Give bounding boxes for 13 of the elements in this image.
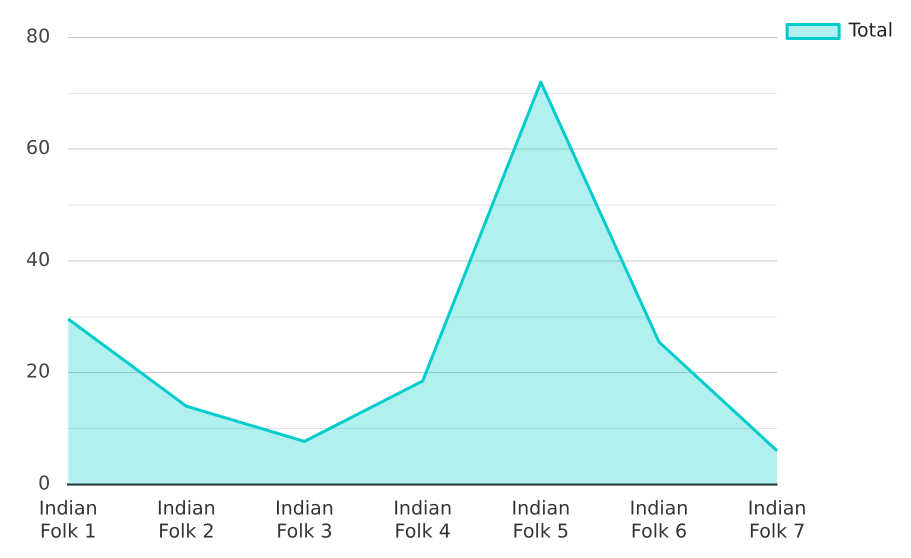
x-tick-label: Indian Folk 2 bbox=[157, 498, 216, 543]
x-tick-label: Indian Folk 3 bbox=[275, 498, 334, 543]
y-tick-label: 60 bbox=[26, 137, 50, 160]
y-tick-label: 0 bbox=[38, 472, 50, 494]
legend-label: Total bbox=[848, 19, 893, 42]
x-tick-label: Indian Folk 7 bbox=[748, 498, 806, 543]
y-tick-label: 20 bbox=[26, 360, 50, 383]
x-tick-label: Indian Folk 6 bbox=[630, 498, 688, 543]
x-tick-label: Indian Folk 1 bbox=[38, 498, 98, 543]
x-tick-label: Indian Folk 4 bbox=[393, 498, 452, 543]
x-tick-label: Indian Folk 5 bbox=[511, 498, 570, 543]
y-tick-label: 40 bbox=[26, 248, 50, 271]
y-tick-label: 80 bbox=[26, 25, 50, 48]
